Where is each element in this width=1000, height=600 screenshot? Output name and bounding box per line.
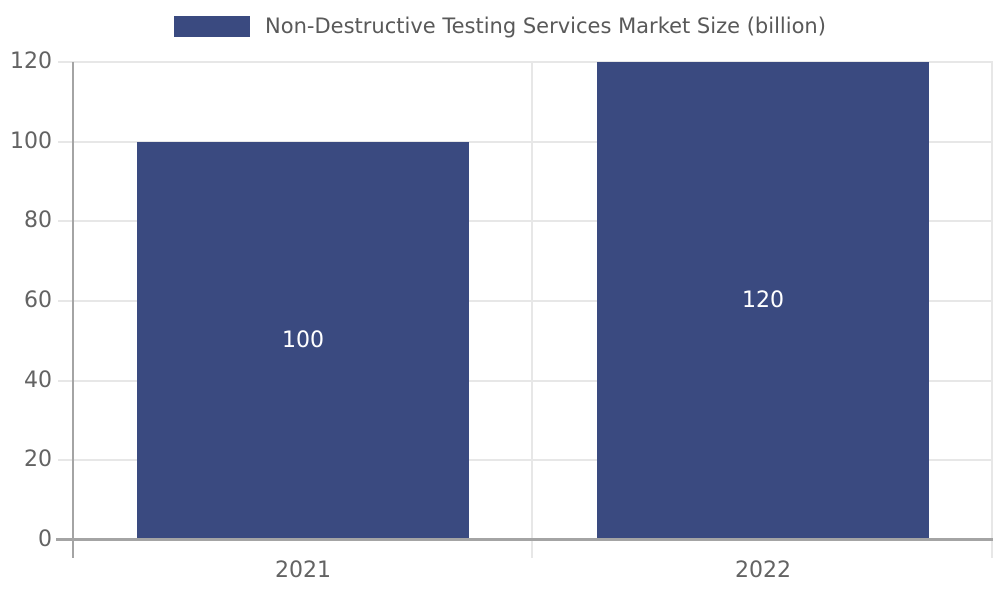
y-tick-label: 60 xyxy=(24,288,52,313)
legend-label: Non-Destructive Testing Services Market … xyxy=(265,14,826,38)
y-gridline xyxy=(58,61,993,63)
y-gridline xyxy=(58,379,993,382)
x-tick-label: 2022 xyxy=(735,558,791,583)
y-gridline xyxy=(58,300,993,302)
plot-area: 0 20 40 60 80 100 120 100 120 2021 2022 xyxy=(10,51,993,582)
y-tick-label: 100 xyxy=(10,128,52,154)
x-tick-label: 2021 xyxy=(275,558,331,583)
category-gridline xyxy=(991,62,993,558)
bar-value-label: 100 xyxy=(281,327,324,353)
bar-value-label: 120 xyxy=(741,288,784,313)
category-gridline xyxy=(531,62,533,558)
y-tick-label: 0 xyxy=(38,527,52,552)
bar xyxy=(137,141,469,540)
y-tick-label: 80 xyxy=(24,208,52,234)
y-tick-label: 20 xyxy=(24,447,52,473)
legend-swatch xyxy=(174,15,251,37)
y-gridline xyxy=(58,220,993,223)
x-axis-line xyxy=(56,538,993,541)
legend: Non-Destructive Testing Services Market … xyxy=(0,14,1000,38)
y-tick-label: 120 xyxy=(10,49,52,74)
y-gridline xyxy=(58,459,993,462)
y-axis-line xyxy=(72,62,74,558)
y-tick-label: 40 xyxy=(24,367,52,393)
bar xyxy=(597,62,929,540)
y-gridline xyxy=(58,140,993,143)
